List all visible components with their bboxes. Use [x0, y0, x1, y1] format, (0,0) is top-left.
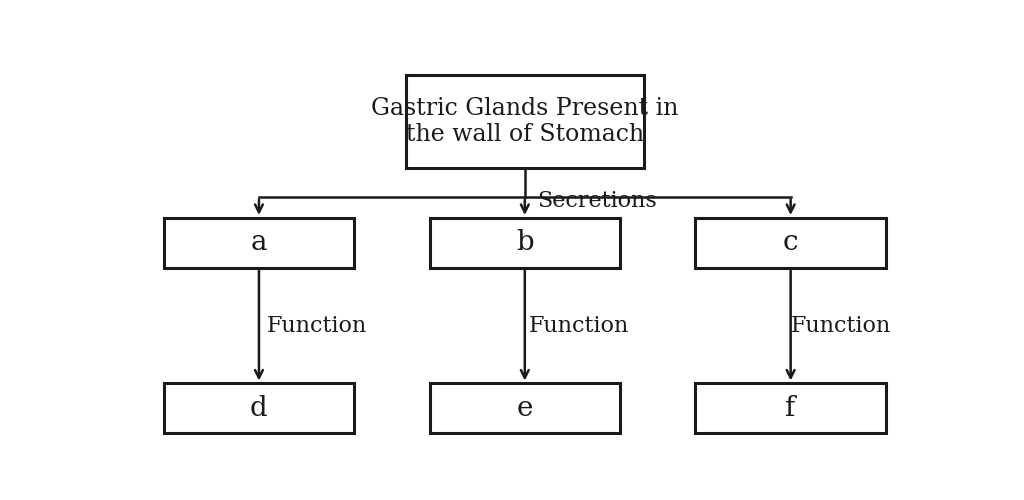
- Text: Function: Function: [528, 314, 629, 336]
- Text: d: d: [250, 395, 268, 422]
- FancyBboxPatch shape: [430, 384, 620, 434]
- Text: Function: Function: [267, 314, 368, 336]
- Text: f: f: [785, 395, 796, 422]
- Text: Secretions: Secretions: [537, 190, 656, 212]
- FancyBboxPatch shape: [406, 76, 644, 168]
- FancyBboxPatch shape: [164, 218, 354, 268]
- Text: b: b: [516, 230, 534, 256]
- FancyBboxPatch shape: [695, 218, 886, 268]
- FancyBboxPatch shape: [430, 218, 620, 268]
- Text: a: a: [251, 230, 267, 256]
- Text: c: c: [783, 230, 799, 256]
- Text: e: e: [517, 395, 532, 422]
- FancyBboxPatch shape: [164, 384, 354, 434]
- FancyBboxPatch shape: [695, 384, 886, 434]
- Text: Function: Function: [791, 314, 891, 336]
- Text: Gastric Glands Present in
the wall of Stomach: Gastric Glands Present in the wall of St…: [371, 97, 679, 146]
